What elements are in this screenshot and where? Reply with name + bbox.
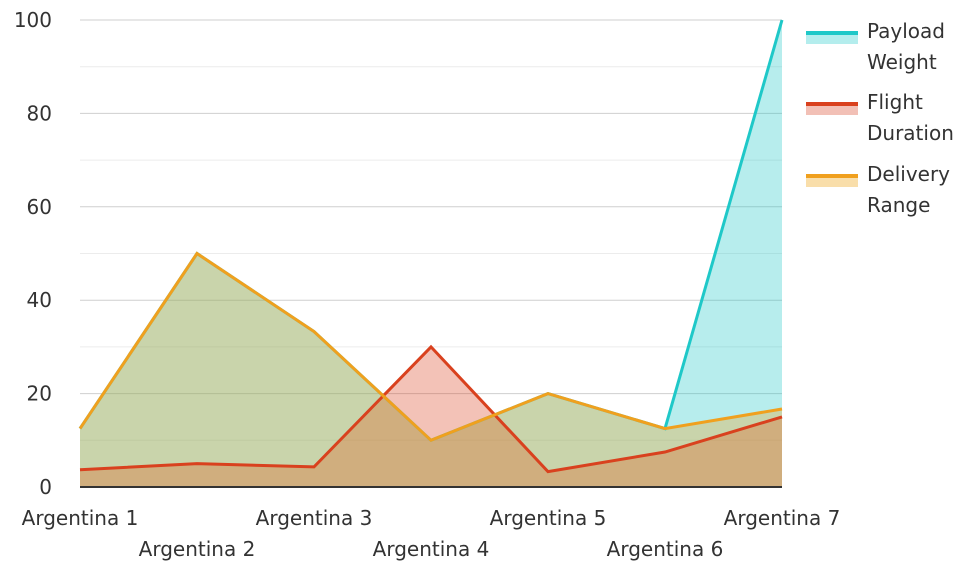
y-tick-label: 40 [27,288,52,312]
area-delivery-range [80,253,782,487]
area-payload-weight [80,20,782,487]
x-tick-label: Argentina 6 [607,537,724,561]
legend: Payload Weight Flight Duration Delivery Range [806,19,954,217]
legend-swatch-line [806,102,858,106]
legend-label: Duration [867,121,954,145]
legend-swatch [806,105,858,115]
legend-swatch [806,34,858,44]
x-tick-label: Argentina 5 [490,506,607,530]
line-delivery-range [78,251,783,443]
y-tick-label: 0 [39,475,52,499]
legend-swatch [806,177,858,187]
series-areas [80,20,782,487]
x-tick-label: Argentina 3 [256,506,373,530]
area-flight-duration [80,346,782,487]
line-flight-duration [79,344,783,474]
legend-item: Flight Duration [806,90,954,145]
legend-label: Delivery [867,162,950,186]
legend-swatch-line [806,174,858,178]
series-lines [78,19,784,474]
x-tick-label: Argentina 7 [724,506,841,530]
legend-label: Range [867,193,930,217]
gridlines [80,19,782,441]
y-tick-label: 20 [27,382,52,406]
y-tick-label: 100 [14,8,52,32]
y-tick-label: 60 [27,195,52,219]
legend-swatch-line [806,31,858,35]
legend-label: Payload [867,19,945,43]
legend-label: Weight [867,50,937,74]
legend-label: Flight [867,90,923,114]
legend-item: Delivery Range [806,162,950,217]
legend-item: Payload Weight [806,19,945,74]
y-axis: 0 20 40 60 80 100 [14,8,52,499]
x-tick-label: Argentina 4 [373,537,490,561]
x-tick-label: Argentina 2 [139,537,256,561]
x-tick-label: Argentina 1 [22,506,139,530]
y-tick-label: 80 [27,101,52,125]
